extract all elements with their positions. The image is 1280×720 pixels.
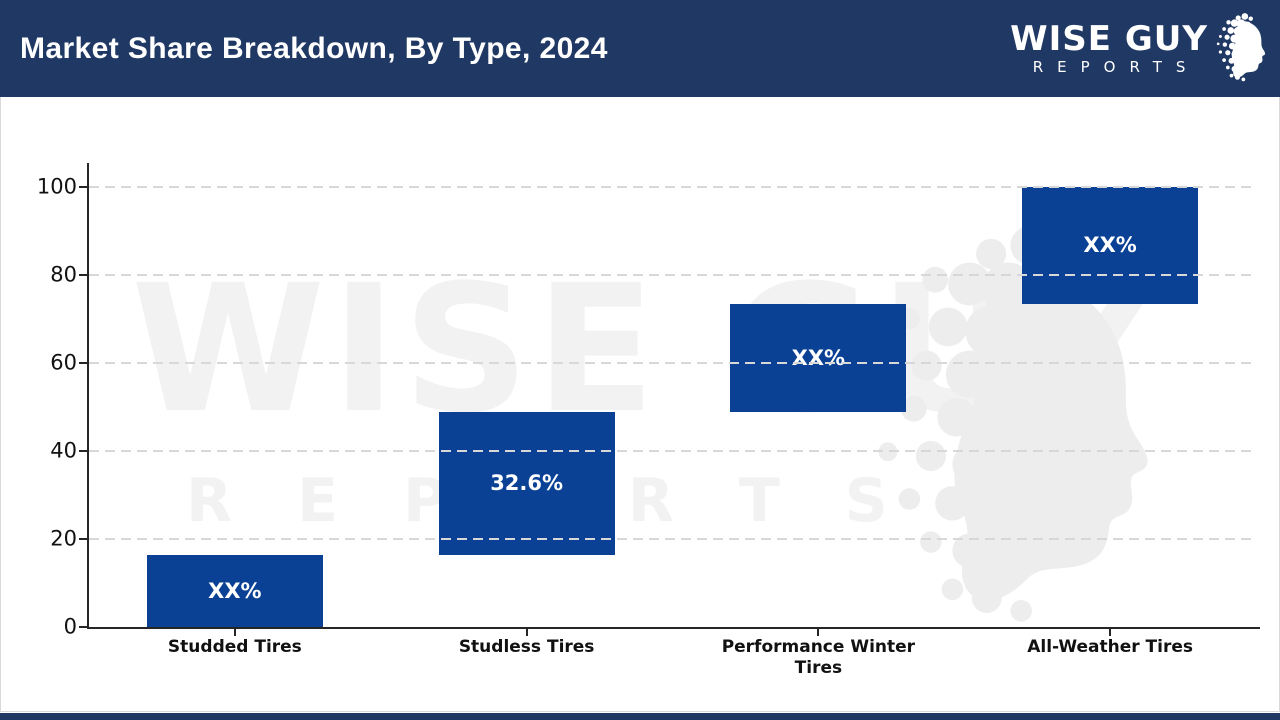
bar-segment: XX% xyxy=(730,303,907,412)
x-axis-spine xyxy=(87,627,1260,629)
chart-title: Market Share Breakdown, By Type, 2024 xyxy=(20,31,608,65)
y-tick-label: 60 xyxy=(50,350,77,375)
y-tick-label: 80 xyxy=(50,262,77,287)
x-tick-mark xyxy=(1109,629,1112,636)
y-tick-label: 0 xyxy=(63,614,77,639)
bar-value-label: XX% xyxy=(208,578,262,603)
y-axis-spine xyxy=(87,163,89,629)
gridline xyxy=(89,538,1256,541)
logo-wordmark: WISE GUY REPORTS xyxy=(1010,22,1208,75)
x-axis-category-label: All-Weather Tires xyxy=(1027,637,1194,657)
bar-value-label: XX% xyxy=(1083,233,1137,258)
gridline xyxy=(89,362,1256,365)
y-tick-mark xyxy=(79,186,87,189)
plot-area: XX% 32.6% XX% XX% xyxy=(79,163,1260,636)
x-tick-mark xyxy=(233,629,236,636)
logo-brand-name: WISE GUY xyxy=(1010,19,1208,59)
bar-segment: XX% xyxy=(146,554,323,627)
y-tick-mark xyxy=(79,274,87,277)
footer-bar xyxy=(0,713,1280,720)
wiseguy-head-icon xyxy=(1216,12,1266,81)
x-tick-mark xyxy=(817,629,820,636)
y-tick-mark xyxy=(79,450,87,453)
header-bar: Market Share Breakdown, By Type, 2024 WI… xyxy=(0,0,1280,97)
gridline xyxy=(89,450,1256,453)
y-tick-mark xyxy=(79,362,87,365)
bar-value-label: XX% xyxy=(791,345,846,370)
x-axis-category-label: Studded Tires xyxy=(167,637,302,657)
y-tick-mark xyxy=(79,626,87,628)
gridline xyxy=(89,186,1256,189)
logo-brand-sub: REPORTS xyxy=(1032,58,1200,76)
x-axis-category-label: Studless Tires xyxy=(458,637,595,657)
y-tick-mark xyxy=(79,538,87,541)
y-tick-label: 20 xyxy=(50,526,77,551)
y-tick-label: 40 xyxy=(50,438,77,463)
y-axis-labels: 0 20 40 60 80 100 xyxy=(1,163,77,637)
bar-segment: 32.6% xyxy=(438,411,615,555)
wiseguy-logo: WISE GUY REPORTS xyxy=(1010,7,1280,91)
y-tick-label: 100 xyxy=(36,174,77,199)
x-axis-category-label: Performance Winter Tires xyxy=(721,637,916,679)
x-axis-labels: Studded Tires Studless Tires Performance W… xyxy=(89,637,1256,697)
bar-segment: XX% xyxy=(1022,187,1199,304)
gridline xyxy=(89,274,1256,277)
x-tick-mark xyxy=(525,629,528,636)
bar-value-label: 32.6% xyxy=(490,471,564,496)
